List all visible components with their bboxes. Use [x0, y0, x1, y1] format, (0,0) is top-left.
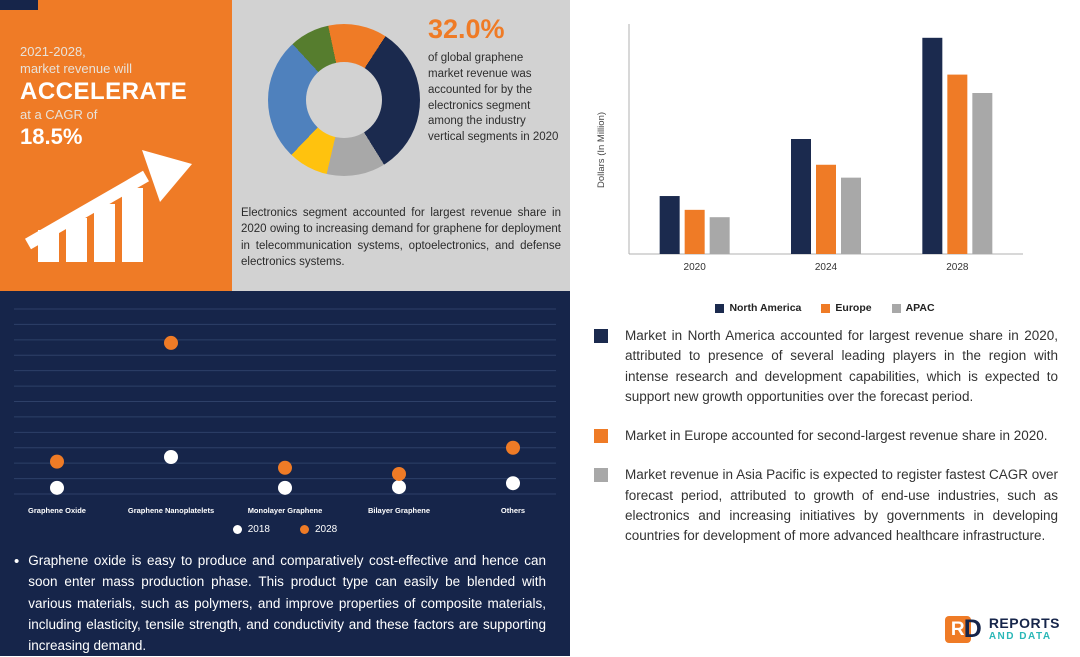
dot-2018: [50, 480, 64, 495]
bar-APAC: [709, 217, 730, 254]
category-label-bilayer-graphene: Bilayer Graphene: [367, 506, 431, 515]
bullet-marker: •: [14, 553, 20, 570]
legend-label-apac: APAC: [905, 302, 935, 314]
monogram-d: D: [963, 615, 982, 643]
legend-item-2018: 2018: [232, 524, 270, 535]
legend-label-2018: 2018: [247, 524, 270, 535]
legend-item-europe: Europe: [821, 302, 872, 314]
bullet-text-apac: Market revenue in Asia Pacific is expect…: [625, 467, 1058, 543]
legend-label-2028: 2028: [315, 524, 338, 535]
regional-chart-legend: North America Europe APAC: [570, 302, 1080, 314]
bar-Europe: [947, 74, 968, 254]
category-label-graphene-nanoplatelets: Graphene Nanoplatelets: [127, 506, 215, 515]
bar-North America: [922, 37, 943, 254]
bullet-text-north-america: Market in North America accounted for la…: [625, 328, 1058, 404]
bar-chart-ylabel: Dollars (In Million): [596, 112, 607, 189]
dot-2028: [278, 460, 292, 475]
bullet-swatch-europe: [594, 429, 608, 443]
bar-Europe: [816, 164, 836, 254]
bar-North America: [659, 196, 680, 254]
rd-monogram-icon: R D: [944, 615, 982, 644]
period-text: 2021-2028,: [20, 44, 86, 59]
accelerate-panel: 2021-2028, market revenue will ACCELERAT…: [0, 0, 232, 291]
legend-item-north-america: North America: [715, 302, 801, 314]
electronics-caption: Electronics segment accounted for larges…: [241, 207, 561, 268]
electronics-stat: 32.0% of global graphene market revenue …: [428, 14, 560, 146]
bar-APAC: [841, 177, 861, 254]
category-label-others: Others: [500, 506, 526, 515]
logo-anddata-text: AND DATA: [988, 631, 1052, 643]
product-insight-text: Graphene oxide is easy to produce and co…: [28, 553, 546, 654]
product-chart-legend: 2018 2028: [0, 524, 570, 535]
legend-item-apac: APAC: [891, 302, 935, 314]
bar-North America: [791, 139, 811, 254]
bullet-text-europe: Market in Europe accounted for second-la…: [625, 428, 1048, 443]
bar-category-label: 2024: [815, 262, 838, 273]
dot-2028: [506, 440, 520, 455]
product-type-panel: Graphene Oxide Graphene Nanoplatelets Mo…: [0, 291, 570, 656]
electronics-share-text: of global graphene market revenue was ac…: [428, 52, 559, 144]
legend-swatch-north-america: [715, 303, 725, 313]
product-insight: • Graphene oxide is easy to produce and …: [0, 535, 570, 657]
regional-chart: Dollars (In Million) 2020 2024 2028: [596, 14, 1058, 286]
legend-item-2028: 2028: [300, 524, 337, 535]
bar-category-label: 2028: [946, 262, 969, 273]
dot-2018: [506, 476, 520, 491]
bullet-north-america: Market in North America accounted for la…: [594, 326, 1058, 407]
bullet-europe: Market in Europe accounted for second-la…: [594, 426, 1058, 446]
legend-swatch-europe: [821, 303, 831, 313]
regional-panel: Dollars (In Million) 2020 2024 2028 North …: [570, 0, 1080, 656]
dot-2028: [50, 454, 64, 469]
legend-label-europe: Europe: [835, 302, 872, 314]
legend-dot-2028: [300, 525, 309, 534]
product-chart-categories: Graphene Oxide Graphene Nanoplatelets Mo…: [0, 506, 570, 515]
bullet-swatch-apac: [594, 468, 608, 483]
regional-bullets: Market in North America accounted for la…: [594, 326, 1058, 565]
product-chart-svg: [14, 308, 556, 495]
electronics-share-value: 32.0%: [428, 14, 505, 44]
dot-2018: [164, 450, 178, 464]
logo-reports-text: REPORTS: [988, 614, 1060, 631]
cagr-label: at a CAGR of: [20, 106, 98, 122]
dot-2018: [392, 480, 406, 495]
corner-accent: [0, 0, 38, 10]
cagr-value: 18.5%: [20, 124, 83, 150]
reports-and-data-logo: R D REPORTS AND DATA: [944, 614, 1060, 644]
accelerate-heading: ACCELERATE: [20, 77, 188, 105]
growth-arrow-icon: [25, 150, 192, 262]
revenue-will-text: market revenue will: [20, 60, 132, 76]
dot-2028: [392, 466, 406, 481]
electronics-panel: 32.0% of global graphene market revenue …: [232, 0, 570, 291]
bullet-apac: Market revenue in Asia Pacific is expect…: [594, 465, 1058, 546]
regional-chart-svg: 2020 2024 2028: [628, 24, 1023, 273]
category-label-monolayer-graphene: Monolayer Graphene: [247, 506, 323, 515]
logo-text: REPORTS AND DATA: [988, 614, 1060, 643]
bar-APAC: [972, 93, 993, 254]
dot-2028: [164, 335, 178, 350]
bar-Europe: [684, 209, 705, 254]
legend-swatch-apac: [891, 303, 901, 313]
monogram-r: R: [944, 616, 971, 643]
donut-chart: [268, 24, 420, 176]
bar-category-label: 2020: [684, 262, 707, 273]
legend-dot-2018: [232, 525, 242, 534]
bullet-swatch-north-america: [594, 329, 608, 343]
dot-2018: [278, 480, 292, 495]
legend-label-north-america: North America: [729, 302, 802, 314]
category-label-graphene-oxide: Graphene Oxide: [28, 506, 86, 515]
